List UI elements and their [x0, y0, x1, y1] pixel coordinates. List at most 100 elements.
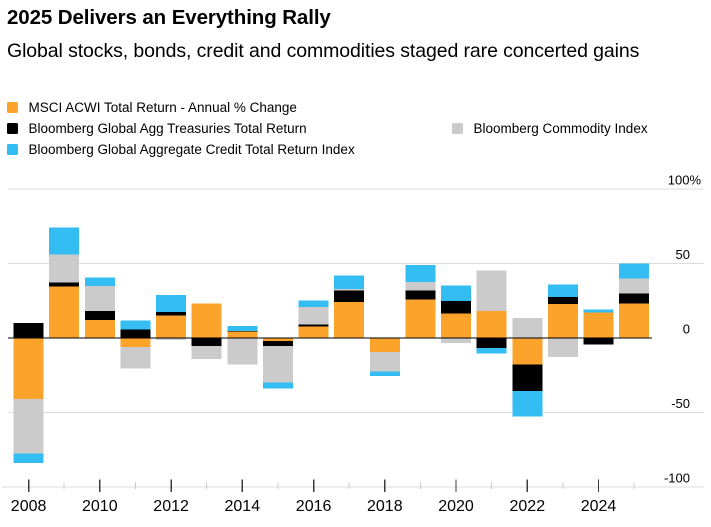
bar-segment-2008-series-1 — [13, 323, 44, 338]
y-axis-label-50: 50 — [676, 247, 690, 262]
bar-segment-2009-series-0 — [49, 286, 80, 338]
bar-segment-2010-series-2 — [84, 286, 115, 311]
bar-segment-2019-series-1 — [405, 290, 436, 300]
bar-segment-2009-series-3 — [49, 227, 80, 255]
bar-segment-2016-series-1 — [298, 324, 329, 327]
x-axis-label-2008: 2008 — [11, 498, 47, 515]
x-axis-label-2024: 2024 — [581, 498, 617, 515]
bar-segment-2017-series-3 — [334, 275, 365, 290]
bar-segment-2012-series-1 — [156, 312, 187, 316]
bar-segment-2024-series-0 — [583, 312, 614, 338]
bar-segment-2016-series-3 — [298, 300, 329, 308]
bar-segment-2011-series-2 — [120, 346, 151, 369]
bar-segment-2022-series-0 — [512, 338, 543, 365]
legend-label-msci-acwi: MSCI ACWI Total Return - Annual % Change — [28, 100, 297, 115]
bar-segment-2011-series-3 — [120, 320, 151, 330]
bar-segment-2008-series-2 — [13, 399, 44, 454]
chart-subtitle: Global stocks, bonds, credit and commodi… — [7, 40, 640, 62]
bar-segment-2016-series-0 — [298, 326, 329, 338]
bar-segment-2020-series-3 — [441, 285, 471, 302]
legend-item-msci-acwi: MSCI ACWI Total Return - Annual % Change — [7, 100, 297, 115]
bar-segment-2015-series-0 — [262, 338, 293, 341]
bar-segment-2010-series-1 — [84, 310, 115, 320]
bar-segment-2022-series-2 — [512, 318, 543, 338]
bar-segment-2025-series-3 — [619, 263, 650, 279]
bar-segment-2024-series-3 — [583, 309, 614, 313]
bar-segment-2015-series-2 — [262, 345, 293, 383]
bar-segment-2018-series-2 — [369, 351, 400, 372]
bar-segment-2025-series-0 — [619, 303, 650, 338]
bar-segment-2021-series-0 — [476, 310, 507, 338]
bar-segment-2015-series-1 — [262, 341, 293, 346]
x-axis-label-2016: 2016 — [296, 498, 332, 515]
bar-segment-2012-series-0 — [156, 315, 187, 338]
bar-segment-2013-series-2 — [191, 346, 222, 359]
bar-segment-2008-series-3 — [13, 453, 44, 464]
bar-segment-2019-series-0 — [405, 299, 436, 338]
bar-segment-2021-series-1 — [476, 338, 507, 348]
legend-item-commodity-index: Bloomberg Commodity Index — [452, 118, 648, 139]
bar-segment-2010-series-0 — [84, 319, 115, 338]
x-axis-label-2022: 2022 — [510, 498, 546, 515]
legend-label-commodity-index: Bloomberg Commodity Index — [473, 121, 648, 136]
bar-segment-2011-series-1 — [120, 329, 151, 338]
bar-segment-2022-series-1 — [512, 364, 543, 391]
bar-segment-2017-series-2 — [334, 289, 365, 291]
legend-label-global-agg-treasuries: Bloomberg Global Agg Treasuries Total Re… — [28, 121, 307, 136]
bar-segment-2009-series-2 — [49, 254, 80, 283]
bar-segment-2023-series-0 — [547, 303, 578, 338]
bar-segment-2023-series-1 — [547, 297, 578, 304]
bar-segment-2013-series-0 — [191, 303, 222, 338]
bar-segment-2014-series-0 — [227, 331, 258, 338]
legend-swatch-global-agg-credit — [7, 144, 18, 155]
bar-segment-2013-series-1 — [191, 338, 222, 347]
y-axis-label-0: 0 — [683, 322, 690, 337]
y-axis-label--50: -50 — [671, 396, 690, 411]
bar-segment-2023-series-2 — [547, 338, 578, 358]
bar-segment-2019-series-3 — [405, 265, 436, 283]
bar-segment-2012-series-2 — [156, 338, 187, 341]
bar-segment-2024-series-1 — [583, 338, 614, 345]
legend-item-global-agg-credit: Bloomberg Global Aggregate Credit Total … — [7, 142, 355, 157]
bar-segment-2022-series-3 — [512, 391, 543, 417]
bar-segment-2025-series-1 — [619, 293, 650, 304]
bar-segment-2015-series-3 — [262, 382, 293, 389]
legend-swatch-msci-acwi — [7, 102, 18, 113]
bar-segment-2020-series-0 — [441, 313, 471, 338]
y-axis-label--100: -100 — [664, 471, 690, 486]
bar-segment-2019-series-2 — [405, 282, 436, 291]
bar-segment-2017-series-0 — [334, 302, 365, 338]
x-axis-label-2020: 2020 — [438, 498, 474, 515]
x-axis-label-2012: 2012 — [153, 498, 189, 515]
bar-segment-2020-series-2 — [441, 338, 471, 344]
bar-segment-2020-series-1 — [441, 301, 471, 314]
bar-segment-2021-series-2 — [476, 270, 507, 311]
y-axis-label-100: 100% — [668, 173, 702, 188]
legend-item-global-agg-treasuries: Bloomberg Global Agg Treasuries Total Re… — [7, 121, 307, 136]
x-axis-label-2010: 2010 — [82, 498, 118, 515]
legend-swatch-global-agg-treasuries — [7, 123, 18, 134]
bar-segment-2014-series-2 — [227, 338, 258, 365]
bar-segment-2008-series-0 — [13, 338, 44, 400]
bar-segment-2023-series-3 — [547, 284, 578, 298]
legend-row-1: MSCI ACWI Total Return - Annual % Change — [7, 97, 707, 118]
bar-segment-2017-series-1 — [334, 290, 365, 303]
chart-title: 2025 Delivers an Everything Rally — [7, 6, 331, 29]
bar-segment-2025-series-2 — [619, 278, 650, 294]
bar-segment-2021-series-3 — [476, 348, 507, 354]
legend-swatch-commodity-index — [452, 123, 463, 134]
bar-segment-2018-series-3 — [369, 371, 400, 376]
bar-segment-2014-series-3 — [227, 326, 258, 331]
x-axis-label-2014: 2014 — [225, 498, 261, 515]
bar-segment-2018-series-0 — [369, 338, 400, 352]
legend-row-3: Bloomberg Global Aggregate Credit Total … — [7, 139, 707, 160]
bar-segment-2010-series-3 — [84, 277, 115, 286]
legend-label-global-agg-credit: Bloomberg Global Aggregate Credit Total … — [28, 142, 355, 157]
bar-segment-2011-series-0 — [120, 338, 151, 347]
x-axis-label-2018: 2018 — [367, 498, 403, 515]
chart-legend: MSCI ACWI Total Return - Annual % Change… — [7, 97, 707, 160]
bar-segment-2014-series-1 — [227, 331, 258, 332]
legend-row-2: Bloomberg Global Agg Treasuries Total Re… — [7, 118, 707, 139]
